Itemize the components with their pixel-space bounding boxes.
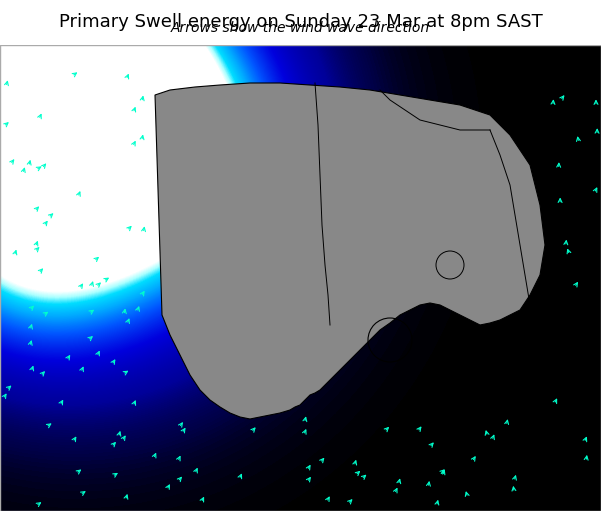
Text: Primary Swell energy on Sunday 23 Mar at 8pm SAST: Primary Swell energy on Sunday 23 Mar at… [59, 13, 542, 31]
Text: Arrows show the wind wave direction: Arrows show the wind wave direction [171, 21, 430, 35]
Polygon shape [155, 83, 545, 419]
